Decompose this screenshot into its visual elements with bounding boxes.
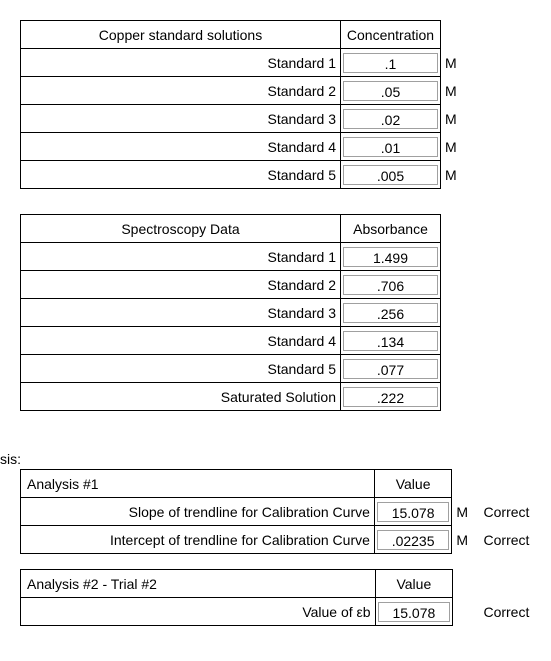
table-row-value[interactable]: 15.078 [375,598,453,626]
table-row-label: Saturated Solution [21,383,341,411]
unit-label: M [441,133,461,161]
sis-label: sis: [0,451,541,467]
table-row-label: Standard 4 [21,327,341,355]
table-row-value[interactable]: .005 [341,161,441,189]
unit-label: M [441,49,461,77]
analysis1-title: Analysis #1 [21,470,375,498]
unit-label [453,598,472,626]
analysis2-title: Analysis #2 - Trial #2 [21,570,376,598]
analysis1-table: Analysis #1 Value Slope of trendline for… [20,469,541,554]
table-row-label: Standard 2 [21,77,341,105]
table-row-value[interactable]: .01 [341,133,441,161]
table1-title: Copper standard solutions [21,21,341,49]
analysis2-value-header: Value [375,570,453,598]
unit-label: M [452,526,472,554]
unit-label: M [441,77,461,105]
table-row-label: Standard 5 [21,355,341,383]
table2-title: Spectroscopy Data [21,215,341,243]
feedback-label: Correct [472,526,541,554]
unit-label: M [452,498,472,526]
table-row-label: Standard 3 [21,105,341,133]
table-row-label: Standard 2 [21,271,341,299]
table-row-label: Value of εb [21,598,376,626]
table-row-value[interactable]: 15.078 [374,498,451,526]
copper-standards-table: Copper standard solutions Concentration … [20,20,541,189]
table-row-value[interactable]: .706 [341,271,441,299]
table-row-value[interactable]: .222 [341,383,441,411]
table2-value-header: Absorbance [341,215,441,243]
feedback-label: Correct [471,598,540,626]
table-row-label: Standard 5 [21,161,341,189]
table-row-value[interactable]: .02 [341,105,441,133]
table-row-label: Intercept of trendline for Calibration C… [21,526,375,554]
table-row-value[interactable]: .05 [341,77,441,105]
table-row-value[interactable]: .134 [341,327,441,355]
table-row-label: Standard 3 [21,299,341,327]
table1-value-header: Concentration [341,21,441,49]
unit-label: M [441,105,461,133]
table-row-value[interactable]: .077 [341,355,441,383]
spectroscopy-table: Spectroscopy Data Absorbance Standard 1 … [20,214,541,411]
table-row-value[interactable]: 1.499 [341,243,441,271]
table-row-value[interactable]: .1 [341,49,441,77]
table-row-label: Slope of trendline for Calibration Curve [21,498,375,526]
table-row-label: Standard 1 [21,49,341,77]
unit-label: M [441,161,461,189]
table-row-value[interactable]: .02235 [374,526,451,554]
table-row-label: Standard 4 [21,133,341,161]
analysis2-table: Analysis #2 - Trial #2 Value Value of εb… [20,569,541,626]
analysis1-value-header: Value [374,470,451,498]
feedback-label: Correct [472,498,541,526]
table-row-value[interactable]: .256 [341,299,441,327]
table-row-label: Standard 1 [21,243,341,271]
